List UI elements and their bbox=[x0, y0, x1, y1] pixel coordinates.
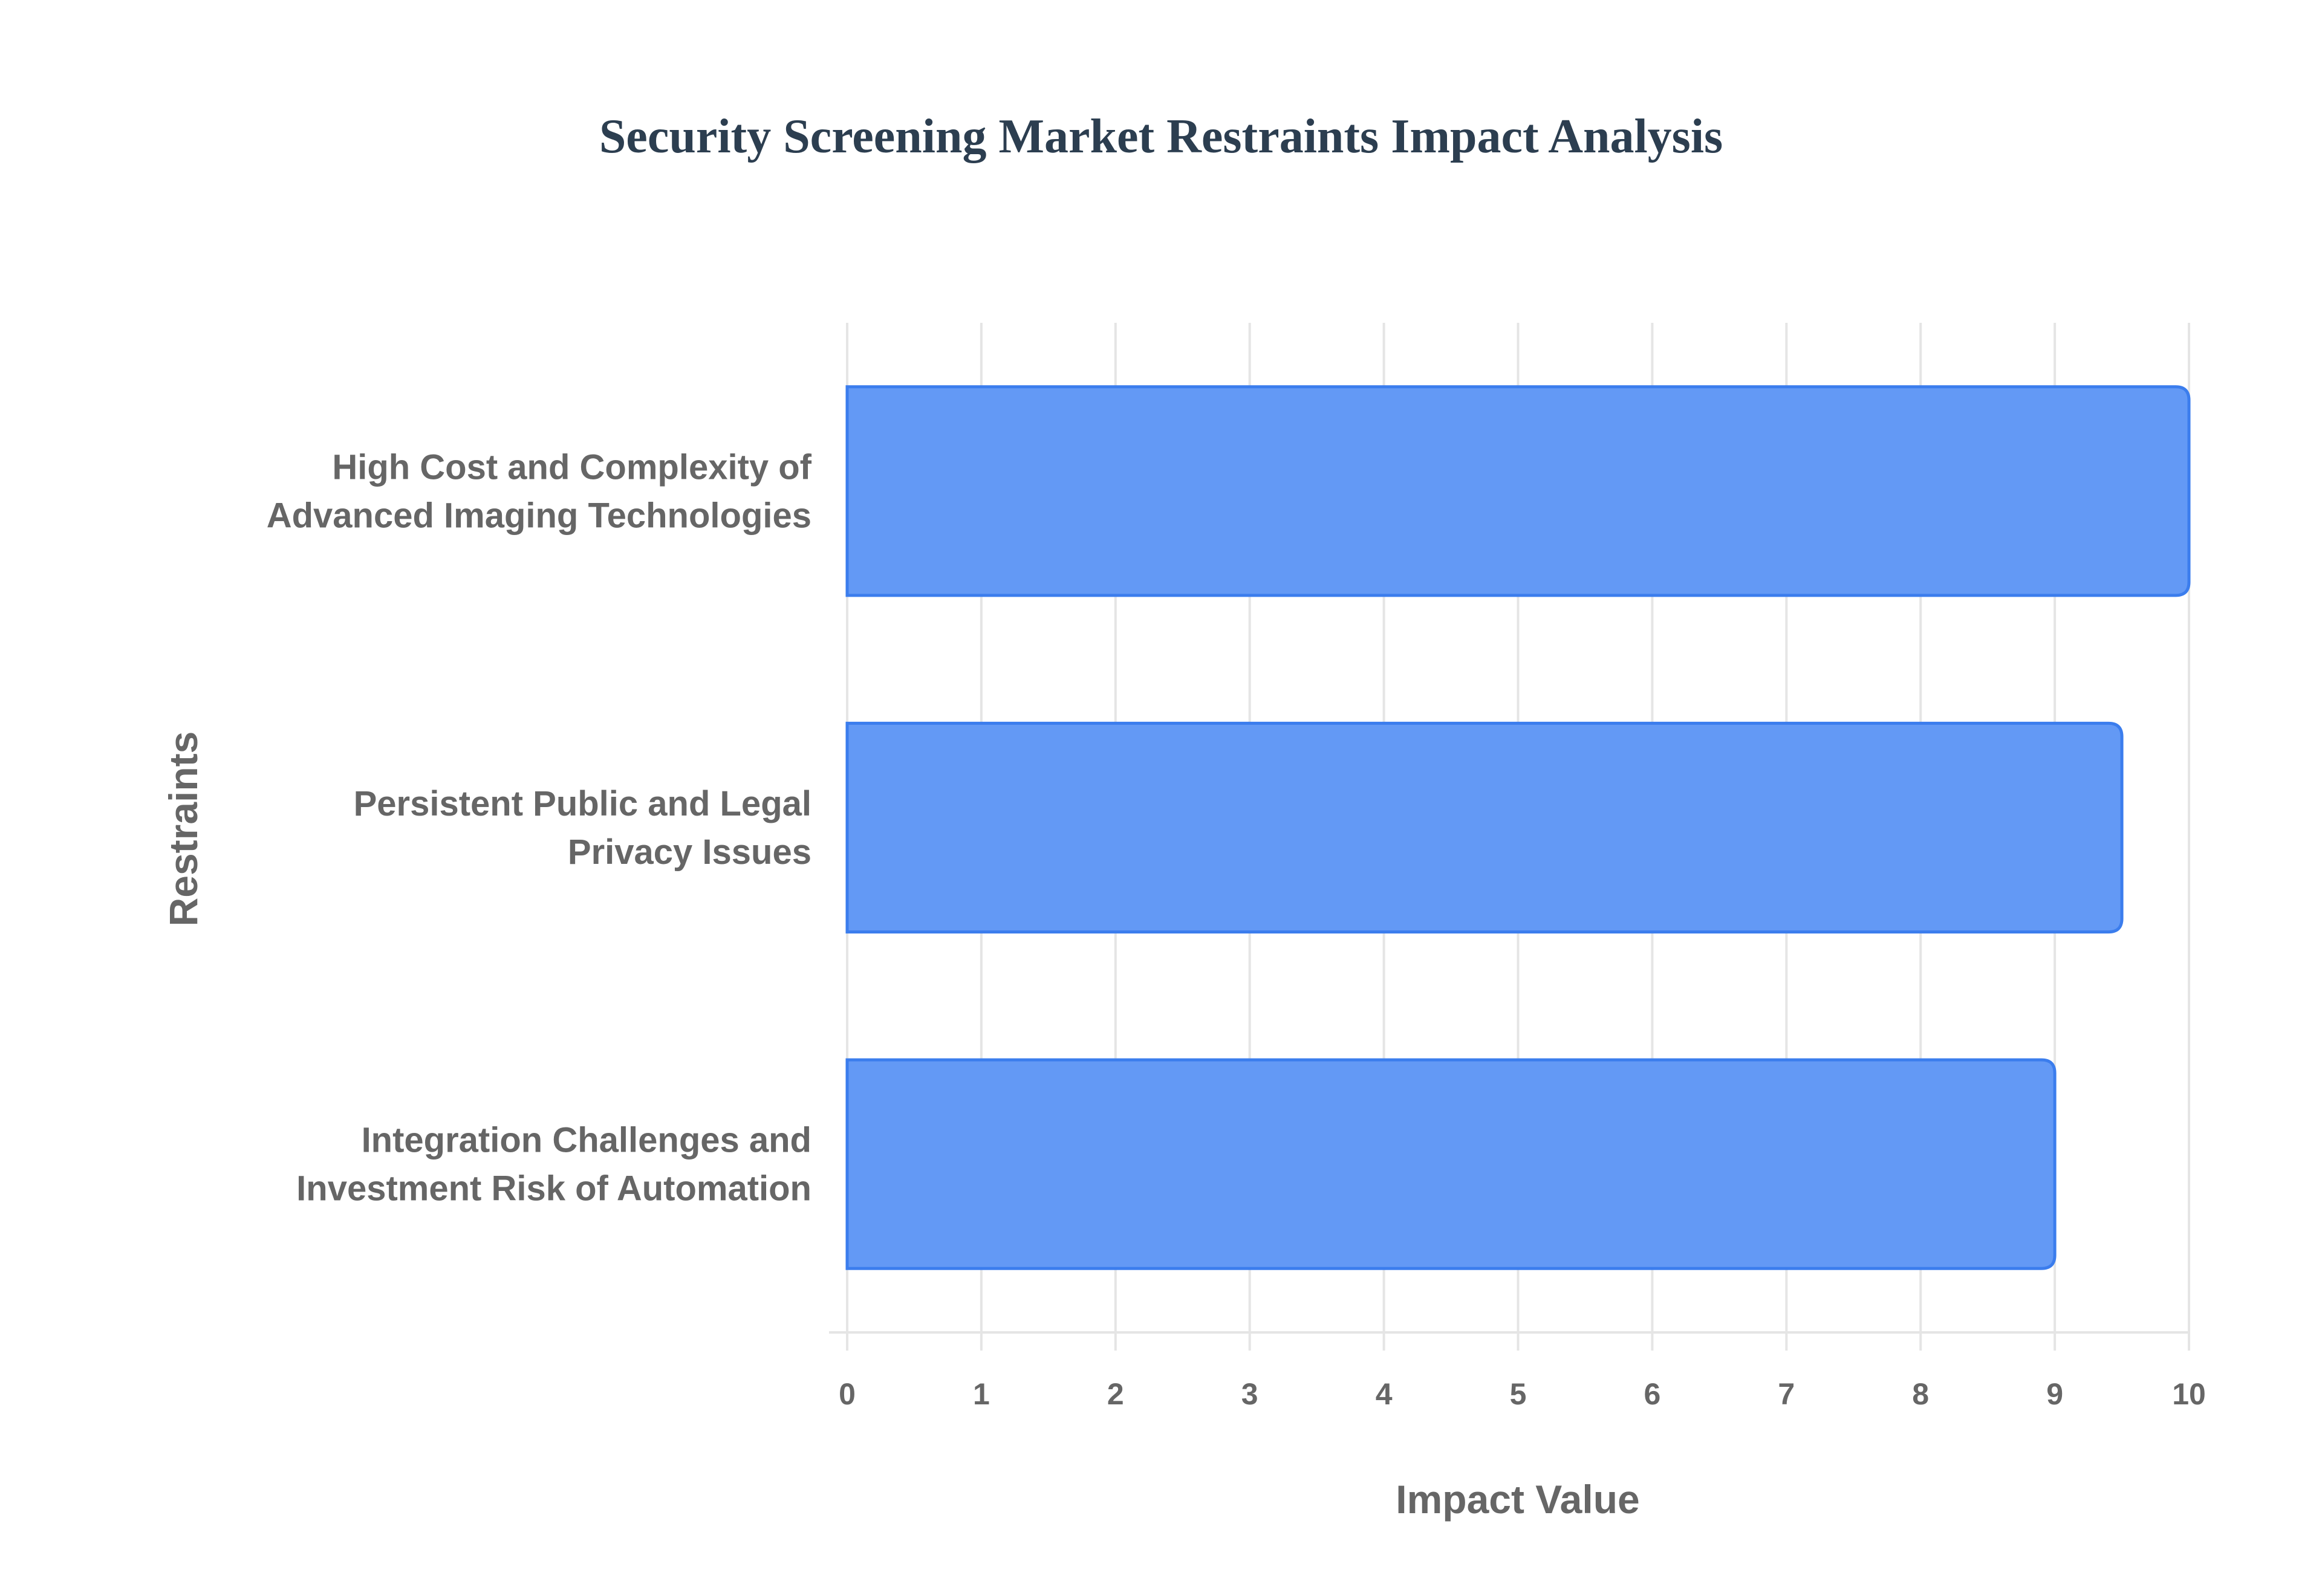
x-tick-label: 3 bbox=[1241, 1377, 1258, 1411]
category-label-line: Privacy Issues bbox=[568, 832, 811, 872]
x-tick-label: 5 bbox=[1510, 1377, 1527, 1411]
chart-title: Security Screening Market Restraints Imp… bbox=[599, 110, 1723, 163]
category-label-line: Advanced Imaging Technologies bbox=[267, 496, 811, 535]
x-tick-labels: 0 1 2 3 4 5 6 7 8 9 10 bbox=[839, 1377, 2206, 1411]
x-tick-label: 8 bbox=[1912, 1377, 1929, 1411]
category-label: High Cost and Complexity of Advanced Imag… bbox=[267, 447, 812, 535]
x-tick-label: 6 bbox=[1644, 1377, 1660, 1411]
x-tick-label: 4 bbox=[1376, 1377, 1393, 1411]
x-tick-label: 9 bbox=[2046, 1377, 2063, 1411]
x-tick-label: 2 bbox=[1107, 1377, 1124, 1411]
category-label-line: Integration Challenges and bbox=[362, 1121, 811, 1160]
x-axis-title: Impact Value bbox=[1396, 1477, 1640, 1522]
category-label: Integration Challenges and Investment Ris… bbox=[296, 1121, 811, 1208]
x-tick-label: 7 bbox=[1778, 1377, 1795, 1411]
x-tick-label: 10 bbox=[2172, 1377, 2206, 1411]
category-label: Persistent Public and Legal Privacy Issue… bbox=[354, 784, 811, 872]
bars bbox=[845, 385, 2191, 1270]
category-labels: High Cost and Complexity of Advanced Imag… bbox=[267, 447, 812, 1208]
category-label-line: Investment Risk of Automation bbox=[296, 1169, 811, 1208]
bar bbox=[845, 385, 2191, 597]
x-tick-label: 1 bbox=[973, 1377, 990, 1411]
category-label-line: High Cost and Complexity of bbox=[332, 447, 811, 487]
bar bbox=[845, 1058, 2057, 1270]
y-axis-title: Restraints bbox=[161, 731, 206, 927]
category-label-line: Persistent Public and Legal bbox=[354, 784, 811, 823]
x-tick-label: 0 bbox=[839, 1377, 856, 1411]
bar bbox=[845, 721, 2124, 934]
